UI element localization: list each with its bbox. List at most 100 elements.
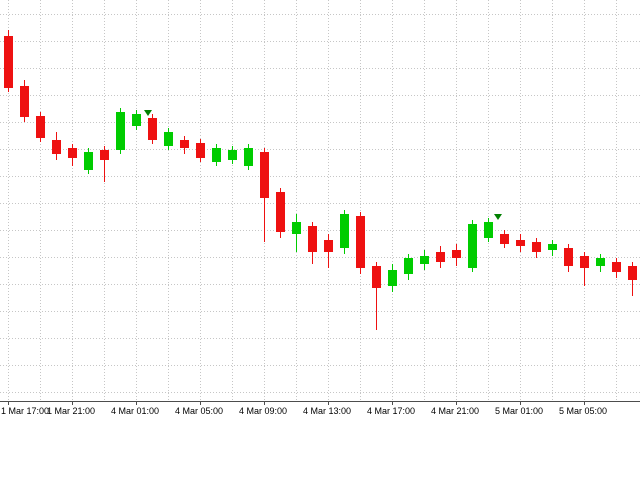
candle-body xyxy=(564,248,573,266)
grid-line-vertical xyxy=(392,0,393,401)
candle-body xyxy=(164,132,173,146)
candle-body xyxy=(308,226,317,252)
candle-body xyxy=(500,234,509,244)
candle-body xyxy=(52,140,61,154)
time-axis-label: 4 Mar 09:00 xyxy=(239,406,288,416)
grid-line-horizontal xyxy=(0,338,640,339)
candle-wick xyxy=(584,252,585,286)
candle-body xyxy=(4,36,13,88)
candle-body xyxy=(340,214,349,248)
time-axis-label: 5 Mar 01:00 xyxy=(495,406,544,416)
grid-line-horizontal xyxy=(0,41,640,42)
candle-body xyxy=(132,114,141,126)
time-axis[interactable]: 1 Mar 17:00 1 Mar 21:00 4 Mar 01:00 4 Mar 0… xyxy=(0,402,640,480)
time-axis-label: 1 Mar 21:00 xyxy=(47,406,96,416)
candle-body xyxy=(516,240,525,246)
candle-body xyxy=(404,258,413,274)
grid-line-horizontal xyxy=(0,149,640,150)
time-axis-tick xyxy=(136,402,137,405)
grid-line-horizontal xyxy=(0,284,640,285)
candle-body xyxy=(244,148,253,166)
time-axis-label: 4 Mar 01:00 xyxy=(111,406,160,416)
grid-line-vertical xyxy=(136,0,137,401)
grid-line-horizontal xyxy=(0,365,640,366)
candle-body xyxy=(212,148,221,162)
candle-body xyxy=(228,150,237,160)
grid-line-horizontal xyxy=(0,230,640,231)
candle-body xyxy=(116,112,125,150)
time-axis-label: 4 Mar 05:00 xyxy=(175,406,224,416)
time-axis-tick xyxy=(200,402,201,405)
grid-line-horizontal xyxy=(0,14,640,15)
grid-line-horizontal xyxy=(0,203,640,204)
grid-line-vertical xyxy=(200,0,201,401)
candle-body xyxy=(276,192,285,232)
time-axis-tick xyxy=(264,402,265,405)
grid-line-horizontal xyxy=(0,311,640,312)
grid-line-horizontal xyxy=(0,392,640,393)
time-axis-tick xyxy=(456,402,457,405)
candle-body xyxy=(532,242,541,252)
candle-body xyxy=(388,270,397,286)
time-axis-tick xyxy=(328,402,329,405)
time-axis-tick xyxy=(520,402,521,405)
grid-line-horizontal xyxy=(0,95,640,96)
time-axis-tick xyxy=(392,402,393,405)
grid-line-vertical xyxy=(552,0,553,401)
candle-body xyxy=(612,262,621,272)
grid-line-vertical xyxy=(296,0,297,401)
candle-body xyxy=(580,256,589,268)
grid-line-vertical xyxy=(616,0,617,401)
time-axis-label: 4 Mar 17:00 xyxy=(367,406,416,416)
time-axis-tick xyxy=(72,402,73,405)
candle-body xyxy=(36,116,45,138)
grid-line-horizontal xyxy=(0,257,640,258)
candle-body xyxy=(100,150,109,160)
grid-line-horizontal xyxy=(0,122,640,123)
grid-line-vertical xyxy=(8,0,9,401)
grid-line-vertical xyxy=(488,0,489,401)
candle-wick xyxy=(376,262,377,330)
time-axis-label: 5 Mar 05:00 xyxy=(559,406,608,416)
grid-line-vertical xyxy=(328,0,329,401)
grid-line-vertical xyxy=(232,0,233,401)
candle-body xyxy=(84,152,93,170)
grid-line-vertical xyxy=(72,0,73,401)
candle-body xyxy=(356,216,365,268)
candle-body xyxy=(436,252,445,262)
grid-line-vertical xyxy=(520,0,521,401)
candle-body xyxy=(324,240,333,252)
grid-line-vertical xyxy=(40,0,41,401)
candle-body xyxy=(292,222,301,234)
time-axis-tick xyxy=(8,402,9,405)
grid-line-vertical xyxy=(584,0,585,401)
grid-line-vertical xyxy=(168,0,169,401)
grid-line-vertical xyxy=(360,0,361,401)
candle-body xyxy=(484,222,493,238)
candle-body xyxy=(548,244,557,250)
grid-line-vertical xyxy=(104,0,105,401)
candle-body xyxy=(180,140,189,148)
arrow-down-marker-icon xyxy=(494,214,502,220)
candle-body xyxy=(372,266,381,288)
candle-body xyxy=(596,258,605,266)
time-axis-line xyxy=(0,401,640,402)
grid-line-vertical xyxy=(424,0,425,401)
candle-body xyxy=(420,256,429,264)
chart-plot-area[interactable] xyxy=(0,0,640,401)
grid-line-horizontal xyxy=(0,68,640,69)
candle-body xyxy=(628,266,637,280)
time-axis-label: 4 Mar 21:00 xyxy=(431,406,480,416)
arrow-down-marker-icon xyxy=(144,110,152,116)
grid-line-horizontal xyxy=(0,176,640,177)
candle-body xyxy=(196,143,205,158)
candle-body xyxy=(68,148,77,158)
time-axis-label: 4 Mar 13:00 xyxy=(303,406,352,416)
grid-line-vertical xyxy=(456,0,457,401)
time-axis-tick xyxy=(584,402,585,405)
candle-wick xyxy=(104,146,105,182)
candle-body xyxy=(148,118,157,140)
candle-body xyxy=(260,152,269,198)
candle-body xyxy=(468,224,477,268)
